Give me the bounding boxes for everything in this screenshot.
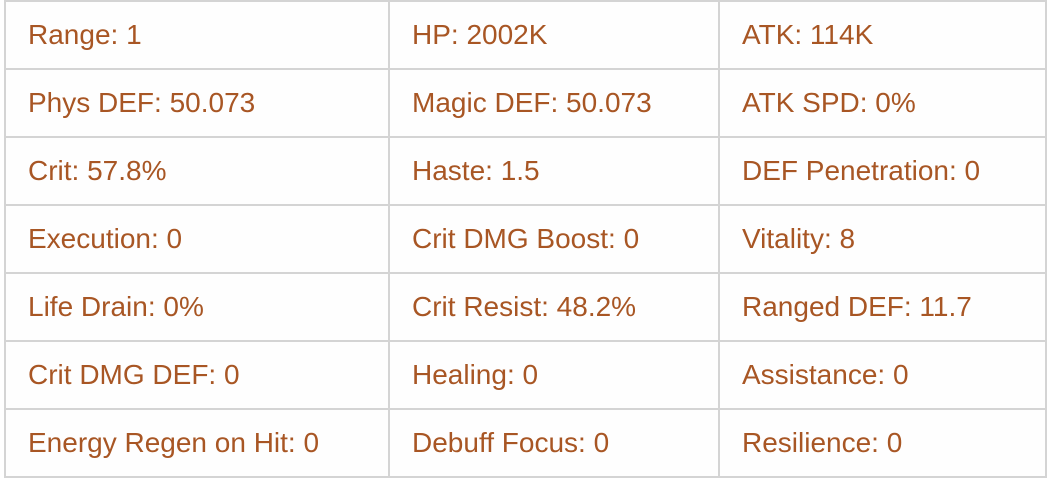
- stat-ranged-def: Ranged DEF: 11.7: [718, 272, 1047, 342]
- unit-stats-table: Range: 1 HP: 2002K ATK: 114K Phys DEF: 5…: [4, 0, 1047, 478]
- table-row: Execution: 0 Crit DMG Boost: 0 Vitality:…: [4, 204, 1047, 274]
- stat-healing: Healing: 0: [388, 340, 720, 410]
- stat-crit-dmg-boost: Crit DMG Boost: 0: [388, 204, 720, 274]
- table-row: Crit: 57.8% Haste: 1.5 DEF Penetration: …: [4, 136, 1047, 206]
- stat-debuff-focus: Debuff Focus: 0: [388, 408, 720, 478]
- stat-magic-def: Magic DEF: 50.073: [388, 68, 720, 138]
- stat-resilience: Resilience: 0: [718, 408, 1047, 478]
- stat-phys-def: Phys DEF: 50.073: [4, 68, 390, 138]
- stat-life-drain: Life Drain: 0%: [4, 272, 390, 342]
- table-row: Life Drain: 0% Crit Resist: 48.2% Ranged…: [4, 272, 1047, 342]
- stat-execution: Execution: 0: [4, 204, 390, 274]
- table-row: Range: 1 HP: 2002K ATK: 114K: [4, 0, 1047, 70]
- table-row: Phys DEF: 50.073 Magic DEF: 50.073 ATK S…: [4, 68, 1047, 138]
- stat-crit-resist: Crit Resist: 48.2%: [388, 272, 720, 342]
- stat-haste: Haste: 1.5: [388, 136, 720, 206]
- stat-energy-regen-on-hit: Energy Regen on Hit: 0: [4, 408, 390, 478]
- stat-def-penetration: DEF Penetration: 0: [718, 136, 1047, 206]
- stat-atk-spd: ATK SPD: 0%: [718, 68, 1047, 138]
- table-row: Energy Regen on Hit: 0 Debuff Focus: 0 R…: [4, 408, 1047, 478]
- stat-crit-dmg-def: Crit DMG DEF: 0: [4, 340, 390, 410]
- stat-range: Range: 1: [4, 0, 390, 70]
- stat-hp: HP: 2002K: [388, 0, 720, 70]
- stat-vitality: Vitality: 8: [718, 204, 1047, 274]
- stat-assistance: Assistance: 0: [718, 340, 1047, 410]
- stat-atk: ATK: 114K: [718, 0, 1047, 70]
- stat-crit: Crit: 57.8%: [4, 136, 390, 206]
- table-row: Crit DMG DEF: 0 Healing: 0 Assistance: 0: [4, 340, 1047, 410]
